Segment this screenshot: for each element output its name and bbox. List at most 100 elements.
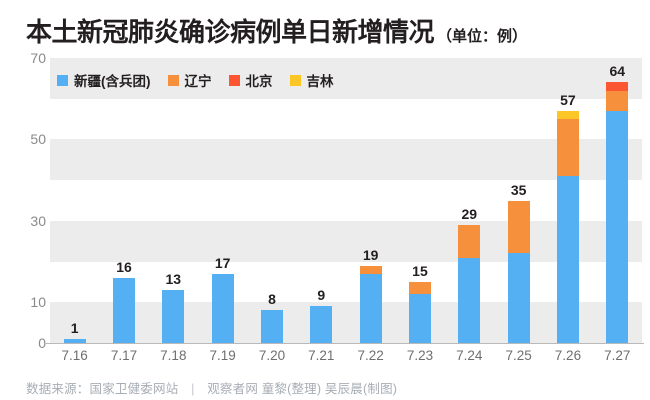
legend-item-label: 新疆(含兵团) [74, 74, 151, 89]
bar-segment[interactable] [606, 110, 629, 343]
bar-slot: 16 [99, 58, 148, 343]
legend-item[interactable]: 北京 [228, 70, 273, 90]
bar-value-label: 16 [116, 258, 132, 275]
footer-separator: | [191, 382, 195, 396]
legend-item-label: 北京 [245, 74, 273, 89]
x-axis-tick-label: 7.19 [209, 348, 236, 363]
x-axis-tick-label: 7.20 [258, 348, 286, 363]
y-axis-tick-label: 10 [30, 294, 46, 311]
footer-credit: 观察者网 童黎(整理) 吴辰晨(制图) [207, 382, 398, 396]
bar-value-label: 9 [317, 287, 326, 304]
chart-gridbands [50, 58, 642, 343]
bar-segment[interactable] [310, 306, 333, 343]
bar-segment[interactable] [458, 257, 481, 343]
bar-value-label: 15 [412, 262, 428, 279]
grid-band [50, 58, 642, 99]
x-axis-tick-label: 7.22 [357, 348, 384, 363]
chart-baseline-axis [46, 343, 644, 344]
y-axis: 0 10 30 50 70 [0, 50, 46, 358]
bar-segment[interactable] [112, 277, 135, 343]
bar-stack[interactable]: 64 [606, 63, 629, 343]
chart-footer: 数据来源：国家卫健委网站 | 观察者网 童黎(整理) 吴辰晨(制图) [26, 378, 397, 397]
chart-legend: 新疆(含兵团) 辽宁 北京 吉林 [57, 70, 351, 90]
bar-stack[interactable]: 29 [458, 206, 481, 343]
bar-segment[interactable] [556, 110, 579, 120]
bar-segment[interactable] [63, 338, 86, 343]
x-axis-tick-label: 7.21 [308, 348, 335, 363]
bar-stack[interactable]: 57 [556, 92, 579, 343]
y-axis-tick-label: 0 [38, 335, 46, 351]
x-axis-tick-label: 7.17 [110, 348, 138, 363]
bar-slot: 9 [297, 58, 346, 343]
bar-segment[interactable] [408, 281, 431, 295]
x-axis-tick-label: 7.24 [456, 348, 483, 363]
legend-color-swatch-icon [167, 74, 179, 86]
bar-slot: 8 [247, 58, 296, 343]
bar-stack[interactable]: 8 [260, 291, 283, 343]
bar-segment[interactable] [359, 265, 382, 274]
bar-value-label: 1 [70, 319, 79, 336]
legend-item[interactable]: 吉林 [289, 70, 334, 90]
bar-slot: 1 [50, 58, 99, 343]
bar-segment[interactable] [556, 176, 579, 343]
bar-slot: 19 [346, 58, 395, 343]
bar-segment[interactable] [556, 119, 579, 177]
x-axis-tick-label: 7.16 [61, 348, 88, 363]
chart-header: 本土新冠肺炎确诊病例单日新增情况 （单位：例） [26, 12, 636, 52]
chart-unit-label: （单位：例） [437, 28, 528, 45]
footer-source: 数据来源：国家卫健委网站 [26, 382, 179, 396]
legend-color-swatch-icon [57, 74, 68, 86]
bar-value-label: 19 [362, 246, 379, 263]
legend-item-label: 辽宁 [184, 74, 212, 89]
bar-stack[interactable]: 15 [408, 263, 431, 343]
legend-item[interactable]: 辽宁 [167, 70, 212, 90]
bar-segment[interactable] [359, 273, 382, 343]
bar-segment[interactable] [507, 200, 530, 254]
x-axis-tick-label: 7.25 [505, 348, 532, 363]
bar-stack[interactable]: 13 [162, 271, 185, 343]
bar-stack[interactable]: 35 [507, 182, 530, 343]
bar-segment[interactable] [458, 224, 481, 258]
bar-slot: 17 [198, 58, 247, 343]
bar-segment[interactable] [211, 273, 234, 343]
bar-slot: 29 [445, 58, 494, 343]
bar-value-label: 8 [268, 291, 276, 308]
bar-value-label: 17 [214, 254, 231, 271]
page-title: 本土新冠肺炎确诊病例单日新增情况 [26, 17, 435, 47]
bar-value-label: 64 [609, 63, 626, 80]
bar-segment[interactable] [606, 82, 629, 91]
bar-stack[interactable]: 17 [211, 255, 234, 343]
bar-segment[interactable] [606, 90, 629, 111]
bar-value-label: 29 [461, 205, 478, 222]
legend-item-label: 吉林 [306, 74, 334, 89]
bar-stack[interactable]: 19 [359, 247, 382, 343]
grid-band [50, 302, 642, 343]
bar-value-label: 13 [165, 271, 182, 288]
bar-stack[interactable]: 9 [310, 287, 333, 343]
x-axis-tick-label: 7.23 [406, 348, 434, 363]
y-axis-tick-label: 70 [30, 50, 46, 66]
grid-band [50, 139, 642, 181]
x-axis: 7.16 7.17 7.18 7.19 7.20 7.21 7.22 7.23 7.24 7.25… [50, 348, 642, 370]
bar-slot: 13 [149, 58, 198, 343]
bar-value-label: 35 [510, 181, 527, 198]
bar-value-label: 57 [560, 91, 576, 108]
legend-color-swatch-icon [228, 74, 240, 86]
legend-item[interactable]: 新疆(含兵团) [57, 70, 151, 90]
bar-slot: 64 [593, 58, 642, 343]
chart-bars: 1 16 13 17 8 9 19 15 29 35 57 64 [50, 58, 642, 343]
bar-segment[interactable] [162, 290, 185, 343]
x-axis-tick-label: 7.27 [604, 348, 631, 363]
bar-segment[interactable] [408, 294, 431, 343]
grid-band [50, 220, 642, 262]
y-axis-tick-label: 30 [30, 212, 46, 229]
y-axis-tick-label: 50 [30, 131, 46, 148]
legend-color-swatch-icon [289, 74, 301, 86]
chart-plot-area: 0 10 30 50 70 新疆(含兵团) 辽宁 北京 吉林 1 16 13 17 8 9 19 15 29 3… [0, 50, 650, 363]
bar-segment[interactable] [507, 253, 530, 343]
bar-slot: 15 [395, 58, 444, 343]
bar-stack[interactable]: 1 [63, 320, 86, 343]
bar-slot: 57 [543, 58, 592, 343]
bar-segment[interactable] [260, 310, 283, 343]
bar-stack[interactable]: 16 [112, 259, 135, 343]
